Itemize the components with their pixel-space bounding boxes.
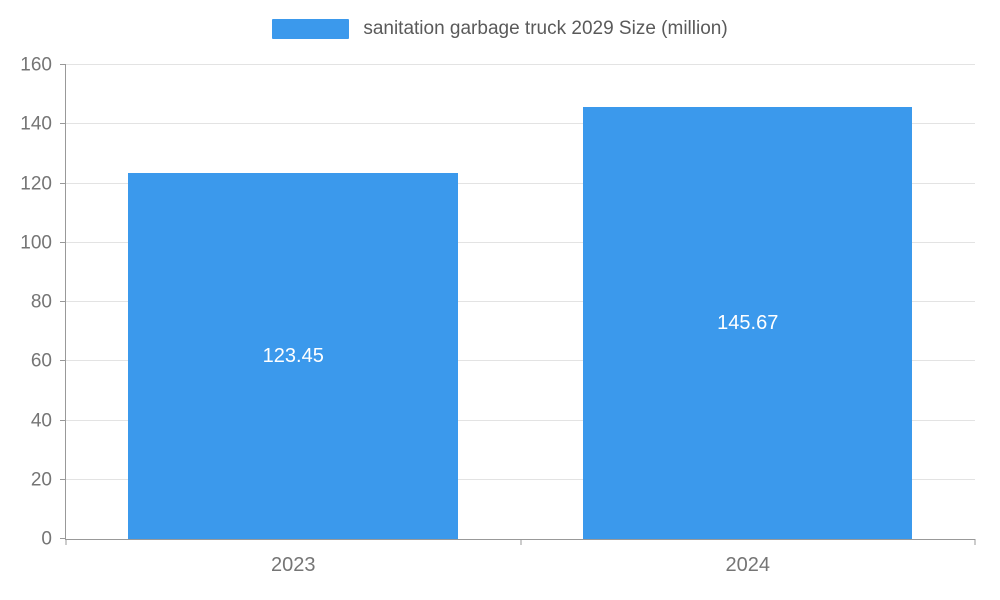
x-axis-tick-mark bbox=[65, 539, 67, 545]
x-axis-tick-mark bbox=[520, 539, 521, 545]
y-axis-tick-label: 0 bbox=[41, 528, 52, 550]
y-axis-tick-mark bbox=[60, 123, 66, 125]
y-axis-tick-label: 60 bbox=[30, 350, 52, 372]
legend[interactable]: sanitation garbage truck 2029 Size (mill… bbox=[0, 16, 1000, 42]
y-axis-tick-mark bbox=[60, 478, 66, 480]
x-axis-tick-mark bbox=[974, 539, 976, 545]
bar-value-label: 145.67 bbox=[717, 312, 779, 335]
y-axis-tick-mark bbox=[60, 64, 66, 65]
y-axis-tick-mark bbox=[60, 538, 66, 539]
bar-2024[interactable]: 145.67 bbox=[582, 107, 913, 539]
y-axis-tick-label: 140 bbox=[20, 113, 52, 135]
y-axis-tick-label: 80 bbox=[30, 291, 52, 313]
y-axis-tick-mark bbox=[60, 301, 66, 302]
y-axis-tick-mark bbox=[60, 182, 66, 184]
x-axis-tick-label: 2023 bbox=[271, 554, 316, 576]
plot-area: 0 20 40 60 80 100 120 140 160 123.45 2023 145.67 202… bbox=[20, 56, 976, 575]
y-axis-tick-label: 100 bbox=[20, 232, 52, 254]
gridline bbox=[66, 123, 975, 125]
gridline bbox=[66, 478, 975, 480]
gridline bbox=[66, 241, 975, 243]
y-axis-tick-mark bbox=[60, 419, 66, 421]
gridline bbox=[66, 182, 975, 184]
bar-2023[interactable]: 123.45 bbox=[128, 173, 458, 539]
gridline bbox=[66, 64, 975, 65]
y-axis-tick-label: 20 bbox=[30, 469, 52, 491]
legend-swatch-icon bbox=[272, 19, 350, 39]
y-axis-tick-mark bbox=[60, 360, 66, 362]
y-axis-tick-label: 40 bbox=[30, 410, 52, 431]
bar-value-label: 123.45 bbox=[262, 345, 324, 368]
y-axis-tick-mark bbox=[60, 241, 66, 243]
gridline bbox=[66, 301, 975, 302]
y-axis-tick-label: 120 bbox=[20, 173, 52, 194]
gridline bbox=[66, 360, 975, 362]
y-axis-tick-label: 160 bbox=[20, 54, 52, 76]
gridline bbox=[66, 419, 975, 421]
x-axis-tick-label: 2024 bbox=[725, 554, 771, 576]
legend-label: sanitation garbage truck 2029 Size (mill… bbox=[363, 18, 728, 39]
